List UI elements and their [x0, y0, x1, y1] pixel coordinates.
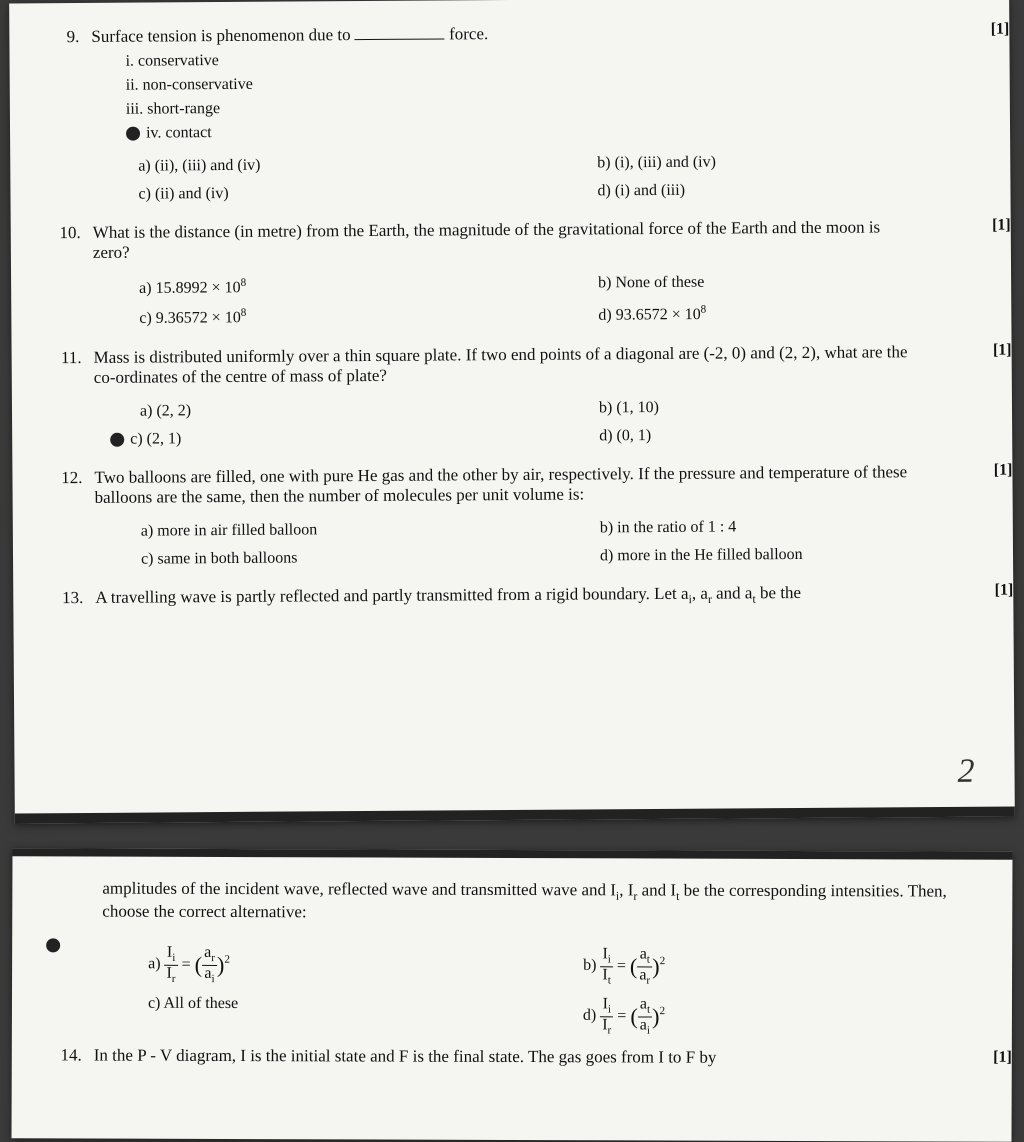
q11-opt-b: b) (1, 10) — [553, 391, 1012, 422]
q13-text-a: A travelling wave is partly reflected an… — [95, 583, 688, 606]
q10-opt-d-sup: 8 — [701, 304, 707, 316]
q13b-sep1: , I — [619, 880, 633, 899]
q13-opt-d-pre: d) — [583, 1007, 600, 1024]
q10-number: 10. — [11, 223, 93, 244]
q13-text: A travelling wave is partly reflected an… — [95, 581, 973, 611]
q9-opt-b: b) (i), (iii) and (iv) — [551, 147, 1010, 178]
q13-opt-b: b) IiIt = (atar)2 — [537, 941, 972, 992]
q11-opt-a: a) (2, 2) — [94, 394, 553, 425]
q13-sep2: and a — [712, 583, 753, 602]
page-2: amplitudes of the incident wave, reflect… — [11, 848, 1012, 1141]
q11-text: Mass is distributed uniformly over a thi… — [94, 341, 972, 387]
q10-opt-d-pre: d) 93.6572 × 10 — [598, 306, 700, 324]
q12-number: 12. — [12, 468, 94, 489]
q13b-text-a: amplitudes of the incident wave, reflect… — [102, 879, 616, 900]
question-13: 13. A travelling wave is partly reflecte… — [13, 581, 1013, 611]
page-top-bar — [12, 848, 1012, 859]
q9-text: Surface tension is phenomenon due to for… — [91, 21, 969, 47]
q13-opt-b-pre: b) — [583, 957, 600, 974]
q12-marks: [1] — [972, 461, 1012, 479]
q13-continued: amplitudes of the incident wave, reflect… — [12, 878, 1012, 925]
q14-text: In the P - V diagram, I is the initial s… — [94, 1045, 972, 1068]
page-edge-bar — [15, 806, 1015, 823]
q13-opt-a-frac: IiIr = (arai)2 — [165, 956, 231, 973]
q10-opt-c-sup: 8 — [241, 307, 247, 319]
q10-opt-a-pre: a) 15.8992 × 10 — [139, 279, 241, 297]
q13-opt-d-frac: IiIr = (atai)2 — [600, 1007, 665, 1024]
q12-opt-c: c) same in both balloons — [95, 542, 554, 573]
q10-text: What is the distance (in metre) from the… — [93, 217, 971, 263]
q9-roman-i: i. conservative — [91, 47, 1009, 71]
q13-opt-c: c) All of these — [102, 990, 537, 1041]
q13-marks: [1] — [973, 581, 1013, 599]
q10-opt-a-sup: 8 — [241, 277, 247, 289]
q13-opt-a-pre: a) — [148, 956, 164, 973]
q9-blank — [355, 38, 445, 40]
q9-text-a: Surface tension is phenomenon due to — [91, 25, 355, 46]
q9-text-b: force. — [445, 24, 489, 43]
q12-opt-a: a) more in air filled balloon — [95, 514, 554, 545]
q10-marks: [1] — [971, 217, 1011, 235]
q11-opt-c-text: c) (2, 1) — [130, 430, 181, 447]
q10-opt-d: d) 93.6572 × 108 — [552, 297, 1011, 331]
q9-opt-d: d) (i) and (iii) — [551, 175, 1010, 206]
page-number-handwritten: 2 — [957, 753, 974, 791]
q9-number: 9. — [9, 27, 91, 48]
bullet-icon — [126, 127, 140, 141]
q9-roman-iv: iv. contact — [92, 119, 1010, 143]
bullet-icon — [110, 433, 124, 447]
question-11: 11. Mass is distributed uniformly over a… — [12, 341, 1013, 454]
question-12: 12. Two balloons are filled, one with pu… — [12, 461, 1013, 574]
q10-opt-c: c) 9.36572 × 108 — [93, 300, 552, 334]
q13-number: 13. — [13, 588, 95, 609]
q12-opt-d: d) more in the He filled balloon — [554, 539, 1013, 570]
question-14: 14. In the P - V diagram, I is the initi… — [12, 1045, 1012, 1068]
q13-sep1: , a — [692, 583, 708, 602]
q14-marks: [1] — [972, 1049, 1012, 1067]
q10-opt-b: b) None of these — [552, 267, 1011, 301]
q9-roman-iii: iii. short-range — [92, 95, 1010, 119]
q13b-sep2: and I — [637, 880, 676, 899]
question-10: 10. What is the distance (in metre) from… — [11, 217, 1012, 335]
q9-opt-a: a) (ii), (iii) and (iv) — [92, 150, 551, 181]
q12-opt-b: b) in the ratio of 1 : 4 — [554, 511, 1013, 542]
q11-marks: [1] — [972, 341, 1012, 359]
q13-opt-d: d) IiIr = (atai)2 — [537, 991, 972, 1042]
bullet-icon — [46, 938, 60, 952]
q9-opt-c: c) (ii) and (iv) — [92, 178, 551, 209]
q13-text-b: be the — [756, 583, 801, 602]
q13-opt-b-frac: IiIt = (atar)2 — [600, 957, 665, 974]
q14-number: 14. — [12, 1045, 94, 1065]
q12-text: Two balloons are filled, one with pure H… — [94, 461, 972, 507]
q11-opt-c: c) (2, 1) — [94, 422, 553, 453]
q13-opt-a: a) IiIr = (arai)2 — [102, 940, 537, 991]
q10-opt-c-pre: c) 9.36572 × 10 — [139, 310, 241, 328]
q9-roman-iv-text: iv. contact — [146, 124, 212, 141]
q9-roman-ii: ii. non-conservative — [92, 71, 1010, 95]
q9-marks: [1] — [969, 21, 1009, 39]
page-1: 9. Surface tension is phenomenon due to … — [9, 0, 1015, 823]
q11-opt-d: d) (0, 1) — [553, 419, 1012, 450]
q10-opt-a: a) 15.8992 × 108 — [93, 270, 552, 304]
q11-number: 11. — [12, 348, 94, 369]
question-9: 9. Surface tension is phenomenon due to … — [9, 21, 1010, 210]
